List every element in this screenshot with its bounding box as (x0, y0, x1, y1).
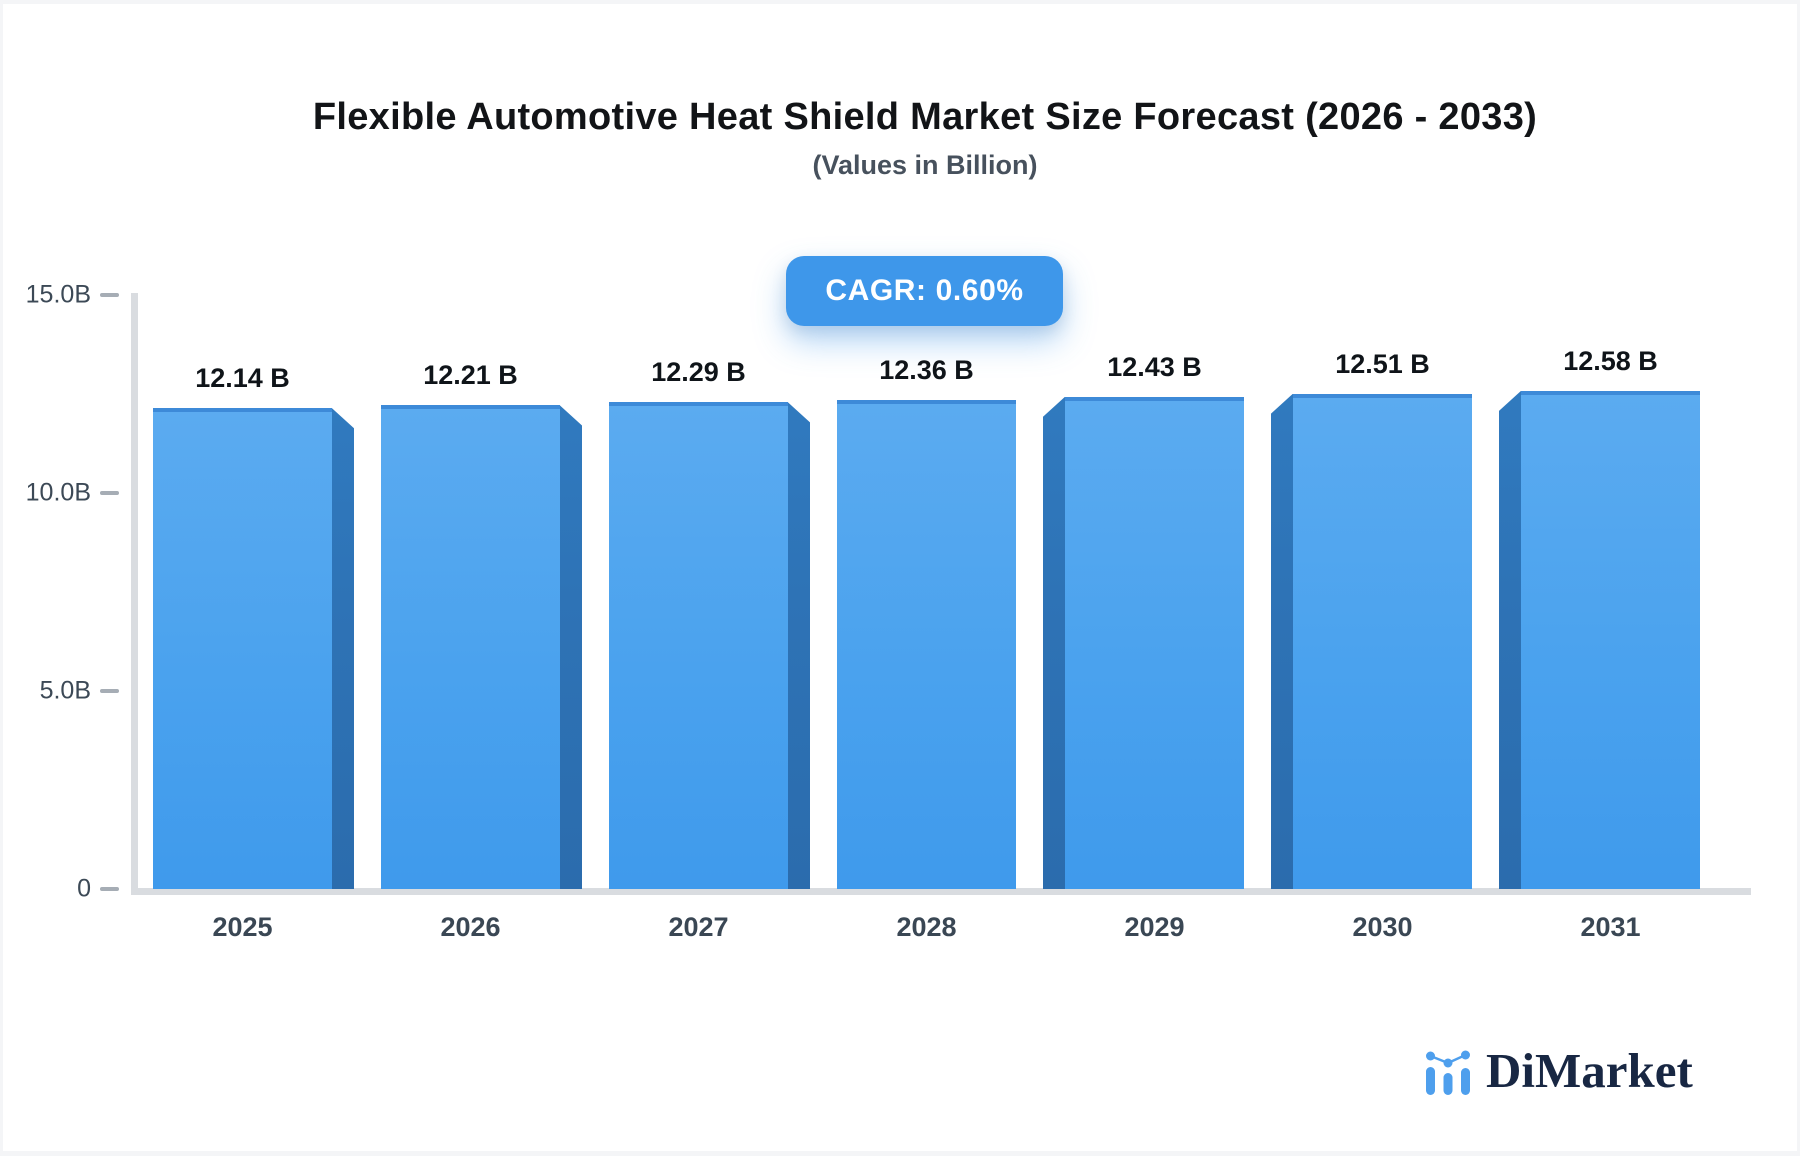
y-tick-dash (100, 491, 119, 495)
x-axis-line (131, 888, 1751, 895)
bar-side-face (1043, 396, 1065, 889)
bar-2028[interactable] (837, 399, 1016, 889)
y-tick-label: 0 (77, 874, 91, 903)
chart-subtitle: (Values in Billion) (812, 150, 1038, 180)
bar-value-label: 12.21 B (423, 360, 518, 391)
dimarket-logo-text: DiMarket (1486, 1043, 1693, 1098)
bar-value-label: 12.14 B (195, 363, 290, 394)
x-axis-label: 2030 (1352, 912, 1413, 942)
bar-side-face (560, 405, 582, 889)
y-axis-line (131, 293, 138, 894)
bar-value-label: 12.58 B (1563, 345, 1658, 376)
bar-value-label: 12.36 B (879, 354, 974, 385)
y-tick-label: 15.0B (25, 280, 91, 309)
x-axis-label: 2029 (1124, 912, 1185, 942)
bar-side-face (788, 402, 810, 889)
bar-side-face (332, 408, 354, 889)
y-tick-label: 5.0B (39, 676, 91, 705)
chart-title: Flexible Automotive Heat Shield Market S… (312, 96, 1538, 138)
bar-value-label: 12.51 B (1335, 348, 1430, 379)
bar-2025[interactable] (153, 408, 332, 889)
x-axis-label: 2026 (440, 912, 501, 942)
dimarket-logo: DiMarket (1424, 1046, 1693, 1095)
x-axis-label: 2027 (668, 912, 729, 942)
x-axis-label: 2025 (212, 912, 273, 942)
bar-value-label: 12.29 B (651, 357, 746, 388)
chart-card: Flexible Automotive Heat Shield Market S… (3, 4, 1797, 1151)
bar-2029[interactable] (1065, 396, 1244, 889)
bar-2030[interactable] (1293, 393, 1472, 889)
y-tick-dash (100, 887, 119, 891)
bar-2031[interactable] (1521, 390, 1700, 889)
bar-value-label: 12.43 B (1107, 351, 1202, 382)
y-tick-dash (100, 689, 119, 693)
bar-side-face (1271, 393, 1293, 889)
y-tick-dash (100, 293, 119, 297)
bar-side-face (1499, 390, 1521, 889)
x-axis-label: 2031 (1580, 912, 1641, 942)
bar-2027[interactable] (609, 402, 788, 889)
bar-chart-icon (1426, 1050, 1470, 1095)
x-axis-label: 2028 (896, 912, 957, 942)
cagr-badge: CAGR: 0.60% (786, 256, 1063, 326)
bar-2026[interactable] (381, 405, 560, 889)
y-tick-label: 10.0B (25, 478, 91, 507)
